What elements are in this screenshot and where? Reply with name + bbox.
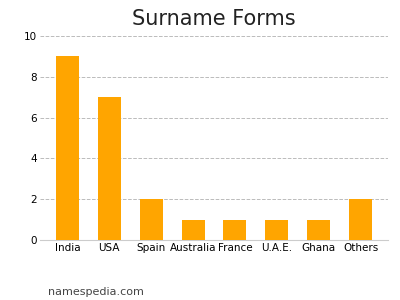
Bar — [265, 220, 288, 240]
Bar — [349, 199, 372, 240]
Bar — [140, 199, 163, 240]
Bar — [56, 56, 79, 240]
Bar — [182, 220, 204, 240]
Bar — [224, 220, 246, 240]
Bar — [307, 220, 330, 240]
Title: Surname Forms: Surname Forms — [132, 9, 296, 29]
Bar — [98, 97, 121, 240]
Text: namespedia.com: namespedia.com — [48, 287, 144, 297]
